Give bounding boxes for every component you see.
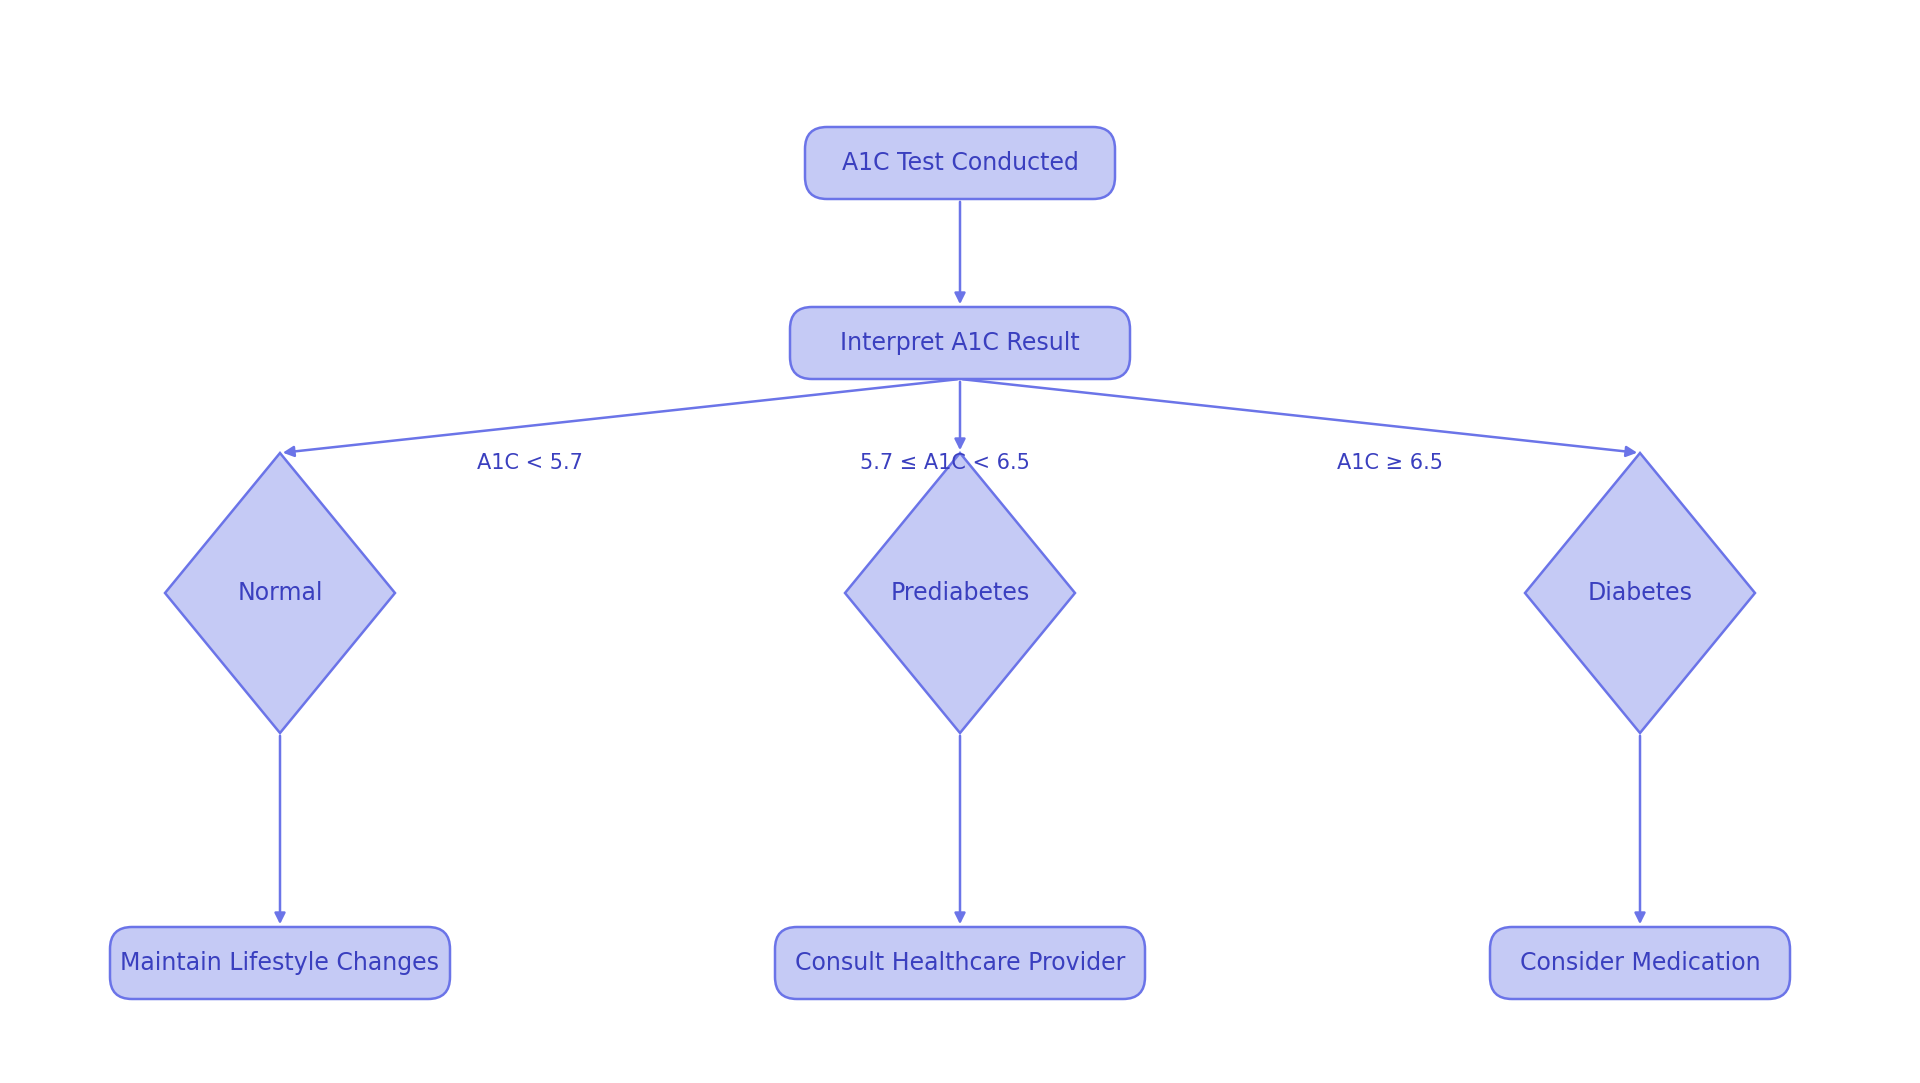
FancyBboxPatch shape <box>789 306 1131 379</box>
Text: Normal: Normal <box>238 580 323 605</box>
Text: Maintain Lifestyle Changes: Maintain Lifestyle Changes <box>121 951 440 975</box>
FancyBboxPatch shape <box>776 927 1144 999</box>
Text: A1C ≥ 6.5: A1C ≥ 6.5 <box>1336 453 1444 473</box>
Polygon shape <box>845 453 1075 733</box>
Text: Consider Medication: Consider Medication <box>1521 951 1761 975</box>
Text: Consult Healthcare Provider: Consult Healthcare Provider <box>795 951 1125 975</box>
FancyBboxPatch shape <box>804 127 1116 199</box>
Polygon shape <box>165 453 396 733</box>
Text: A1C Test Conducted: A1C Test Conducted <box>841 151 1079 175</box>
Text: Prediabetes: Prediabetes <box>891 580 1029 605</box>
Text: 5.7 ≤ A1C < 6.5: 5.7 ≤ A1C < 6.5 <box>860 453 1029 473</box>
Text: Diabetes: Diabetes <box>1588 580 1693 605</box>
FancyBboxPatch shape <box>1490 927 1789 999</box>
Text: Interpret A1C Result: Interpret A1C Result <box>841 331 1079 355</box>
Polygon shape <box>1524 453 1755 733</box>
FancyBboxPatch shape <box>109 927 449 999</box>
Text: A1C < 5.7: A1C < 5.7 <box>476 453 584 473</box>
